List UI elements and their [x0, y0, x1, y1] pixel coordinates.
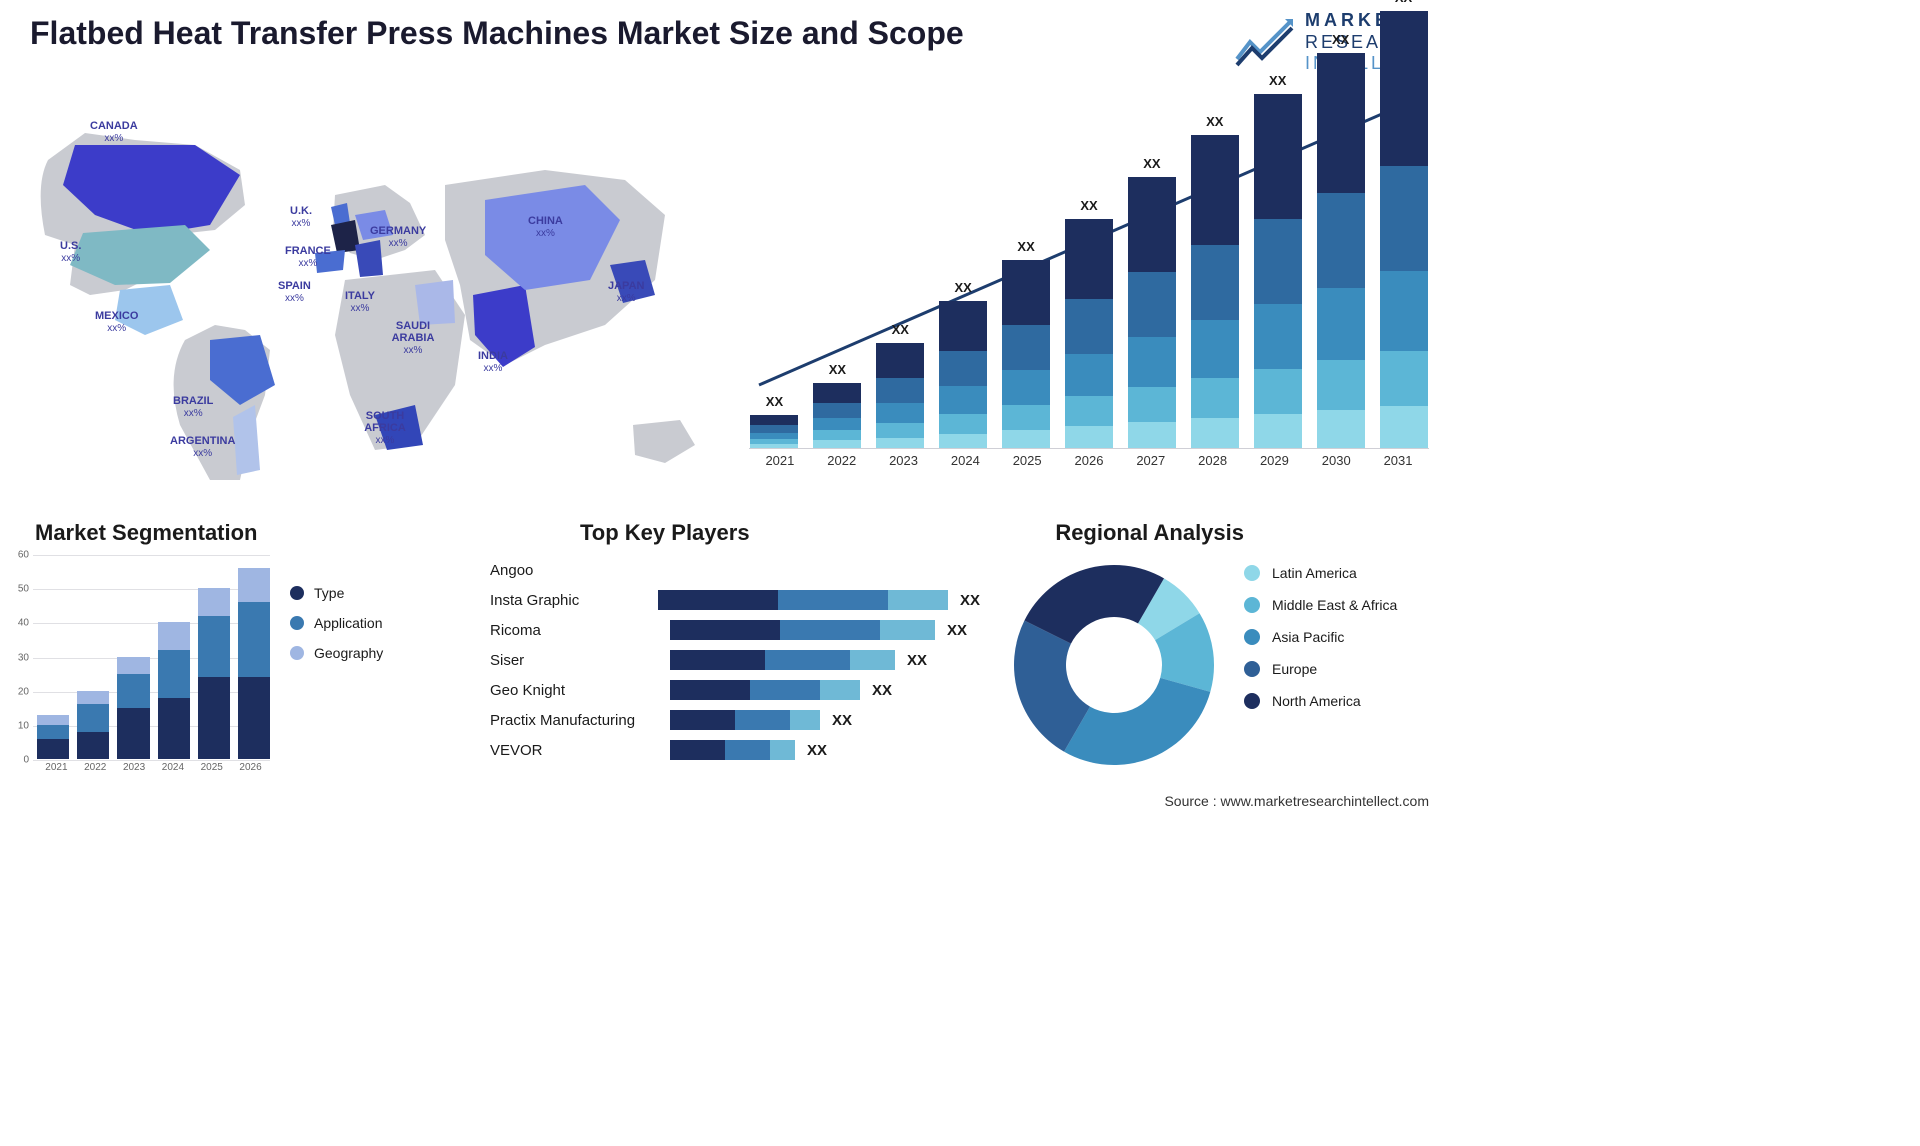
- segmentation-legend: Type Application Geography: [290, 585, 383, 675]
- forecast-bar: XX: [1064, 219, 1115, 448]
- segmentation-bar: [117, 657, 149, 759]
- segmentation-bar: [77, 691, 109, 759]
- map-label: U.K.xx%: [290, 205, 312, 229]
- segmentation-bar: [158, 622, 190, 759]
- segmentation-bar: [238, 568, 270, 759]
- segmentation-chart: 0102030405060 202120222023202420252026 T…: [15, 555, 445, 785]
- section-title-key-players: Top Key Players: [580, 520, 750, 546]
- forecast-bar-chart: XXXXXXXXXXXXXXXXXXXXXX 20212022202320242…: [749, 95, 1429, 475]
- legend-item: Geography: [290, 645, 383, 661]
- map-label: BRAZILxx%: [173, 395, 213, 419]
- section-title-segmentation: Market Segmentation: [35, 520, 258, 546]
- forecast-year-label: 2024: [934, 453, 996, 475]
- map-label: SOUTH AFRICAxx%: [355, 410, 415, 446]
- key-players-chart: AngooInsta GraphicXXRicomaXXSiserXXGeo K…: [490, 555, 980, 785]
- forecast-year-label: 2022: [811, 453, 873, 475]
- legend-item: North America: [1244, 693, 1397, 709]
- donut-slice: [1064, 678, 1210, 765]
- forecast-bar: XX: [749, 415, 800, 448]
- forecast-bar: XX: [1189, 135, 1240, 448]
- key-player-row: RicomaXX: [490, 615, 980, 645]
- page-title: Flatbed Heat Transfer Press Machines Mar…: [30, 15, 964, 52]
- segmentation-bar: [37, 715, 69, 759]
- forecast-year-label: 2030: [1305, 453, 1367, 475]
- regional-donut: [1009, 560, 1219, 770]
- map-label: GERMANYxx%: [370, 225, 426, 249]
- world-map-panel: CANADAxx% U.S.xx% MEXICOxx% BRAZILxx% ARGENT…: [15, 85, 715, 485]
- key-player-row: SiserXX: [490, 645, 980, 675]
- forecast-bar: XX: [812, 383, 863, 448]
- map-label: SAUDI ARABIAxx%: [383, 320, 443, 356]
- legend-item: Application: [290, 615, 383, 631]
- forecast-bar: XX: [1001, 260, 1052, 448]
- legend-item: Middle East & Africa: [1244, 597, 1397, 613]
- map-label: ITALYxx%: [345, 290, 375, 314]
- forecast-bar: XX: [1378, 11, 1429, 448]
- map-label: MEXICOxx%: [95, 310, 138, 334]
- forecast-year-label: 2029: [1244, 453, 1306, 475]
- key-player-row: Geo KnightXX: [490, 675, 980, 705]
- legend-item: Type: [290, 585, 383, 601]
- map-label: JAPANxx%: [608, 280, 644, 304]
- forecast-bar: XX: [1126, 177, 1177, 448]
- map-label: U.S.xx%: [60, 240, 81, 264]
- key-player-row: Angoo: [490, 555, 980, 585]
- key-player-row: Insta GraphicXX: [490, 585, 980, 615]
- forecast-year-label: 2025: [996, 453, 1058, 475]
- legend-item: Latin America: [1244, 565, 1397, 581]
- key-player-row: VEVORXX: [490, 735, 980, 765]
- logo-icon: [1235, 17, 1295, 67]
- forecast-bar: XX: [1315, 53, 1366, 448]
- regional-analysis-panel: Latin America Middle East & Africa Asia Pa…: [1009, 555, 1429, 785]
- map-label: INDIAxx%: [478, 350, 508, 374]
- forecast-bar: XX: [938, 301, 989, 448]
- forecast-year-label: 2026: [1058, 453, 1120, 475]
- legend-item: Europe: [1244, 661, 1397, 677]
- map-label: CHINAxx%: [528, 215, 563, 239]
- map-label: ARGENTINAxx%: [170, 435, 235, 459]
- map-label: SPAINxx%: [278, 280, 311, 304]
- map-label: CANADAxx%: [90, 120, 138, 144]
- forecast-year-label: 2027: [1120, 453, 1182, 475]
- source-attribution: Source : www.marketresearchintellect.com: [1164, 793, 1429, 809]
- forecast-bar: XX: [875, 343, 926, 448]
- forecast-year-label: 2028: [1182, 453, 1244, 475]
- regional-legend: Latin America Middle East & Africa Asia Pa…: [1244, 565, 1397, 725]
- forecast-year-label: 2021: [749, 453, 811, 475]
- forecast-bar: XX: [1252, 94, 1303, 448]
- segmentation-bar: [198, 588, 230, 759]
- map-label: FRANCExx%: [285, 245, 331, 269]
- legend-item: Asia Pacific: [1244, 629, 1397, 645]
- section-title-regional: Regional Analysis: [1055, 520, 1244, 546]
- forecast-year-label: 2023: [873, 453, 935, 475]
- forecast-year-label: 2031: [1367, 453, 1429, 475]
- key-player-row: Practix ManufacturingXX: [490, 705, 980, 735]
